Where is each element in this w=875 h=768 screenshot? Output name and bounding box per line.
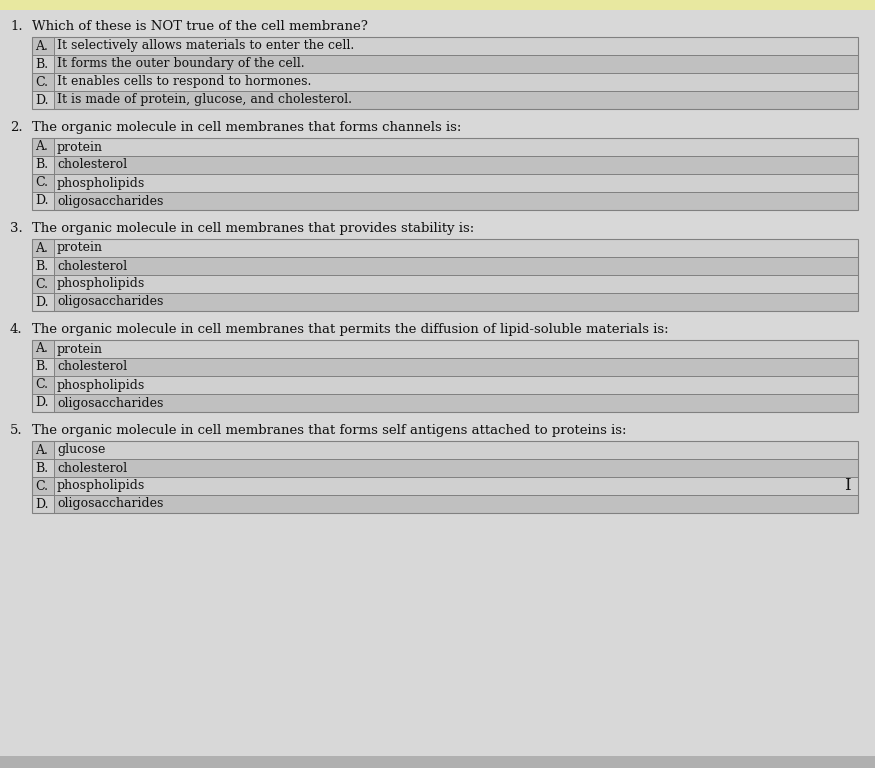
Text: phospholipids: phospholipids xyxy=(57,479,145,492)
Text: A.: A. xyxy=(35,343,48,356)
Bar xyxy=(32,394,858,412)
Bar xyxy=(0,756,875,768)
Text: cholesterol: cholesterol xyxy=(57,462,127,475)
Bar xyxy=(32,441,54,459)
Bar xyxy=(32,257,54,275)
Text: phospholipids: phospholipids xyxy=(57,379,145,392)
Bar xyxy=(32,91,858,109)
Bar xyxy=(32,441,858,513)
Bar xyxy=(32,192,54,210)
Text: 1.: 1. xyxy=(10,20,23,33)
Text: 4.: 4. xyxy=(10,323,23,336)
Bar xyxy=(32,441,858,459)
Bar xyxy=(32,239,54,257)
Text: C.: C. xyxy=(35,479,48,492)
Text: oligosaccharides: oligosaccharides xyxy=(57,296,164,309)
Bar xyxy=(32,239,858,257)
Text: protein: protein xyxy=(57,241,103,254)
Text: D.: D. xyxy=(35,296,48,309)
Bar xyxy=(32,340,858,412)
Text: cholesterol: cholesterol xyxy=(57,360,127,373)
Text: D.: D. xyxy=(35,498,48,511)
Text: It forms the outer boundary of the cell.: It forms the outer boundary of the cell. xyxy=(57,58,304,71)
Bar xyxy=(0,0,875,10)
Text: protein: protein xyxy=(57,141,103,154)
Text: D.: D. xyxy=(35,194,48,207)
Text: D.: D. xyxy=(35,396,48,409)
Bar xyxy=(32,376,858,394)
Text: It is made of protein, glucose, and cholesterol.: It is made of protein, glucose, and chol… xyxy=(57,94,352,107)
Text: C.: C. xyxy=(35,75,48,88)
Bar xyxy=(32,138,54,156)
Bar xyxy=(32,55,54,73)
Text: oligosaccharides: oligosaccharides xyxy=(57,498,164,511)
Bar xyxy=(32,37,858,55)
Bar xyxy=(32,174,858,192)
Bar xyxy=(32,340,858,358)
Bar xyxy=(32,495,54,513)
Text: glucose: glucose xyxy=(57,443,105,456)
Bar xyxy=(32,394,54,412)
Text: B.: B. xyxy=(35,360,48,373)
Bar xyxy=(32,174,54,192)
Text: phospholipids: phospholipids xyxy=(57,277,145,290)
Bar xyxy=(32,459,858,477)
Text: A.: A. xyxy=(35,39,48,52)
Text: 3.: 3. xyxy=(10,222,23,235)
Text: C.: C. xyxy=(35,177,48,190)
Text: 2.: 2. xyxy=(10,121,23,134)
Text: The organic molecule in cell membranes that permits the diffusion of lipid-solub: The organic molecule in cell membranes t… xyxy=(32,323,668,336)
Bar xyxy=(32,293,54,311)
Text: protein: protein xyxy=(57,343,103,356)
Bar xyxy=(32,138,858,156)
Text: D.: D. xyxy=(35,94,48,107)
Bar xyxy=(32,138,858,210)
Text: C.: C. xyxy=(35,379,48,392)
Bar xyxy=(32,477,858,495)
Bar xyxy=(32,459,54,477)
Bar xyxy=(32,477,54,495)
Text: It selectively allows materials to enter the cell.: It selectively allows materials to enter… xyxy=(57,39,354,52)
Bar xyxy=(32,293,858,311)
Text: I: I xyxy=(844,478,850,495)
Bar xyxy=(32,495,858,513)
Bar xyxy=(32,376,54,394)
Text: The organic molecule in cell membranes that provides stability is:: The organic molecule in cell membranes t… xyxy=(32,222,474,235)
Bar xyxy=(32,340,54,358)
Bar xyxy=(32,358,858,376)
Text: phospholipids: phospholipids xyxy=(57,177,145,190)
Bar xyxy=(32,156,858,174)
Text: oligosaccharides: oligosaccharides xyxy=(57,396,164,409)
Text: Which of these is NOT true of the cell membrane?: Which of these is NOT true of the cell m… xyxy=(32,20,368,33)
Text: 5.: 5. xyxy=(10,424,23,437)
Bar xyxy=(32,55,858,73)
Bar xyxy=(32,91,54,109)
Bar xyxy=(32,156,54,174)
Bar xyxy=(32,192,858,210)
Text: cholesterol: cholesterol xyxy=(57,260,127,273)
Bar xyxy=(32,73,858,91)
Bar xyxy=(32,73,54,91)
Text: The organic molecule in cell membranes that forms self antigens attached to prot: The organic molecule in cell membranes t… xyxy=(32,424,626,437)
Text: C.: C. xyxy=(35,277,48,290)
Text: B.: B. xyxy=(35,58,48,71)
Bar xyxy=(32,257,858,275)
Text: B.: B. xyxy=(35,260,48,273)
Bar xyxy=(32,37,54,55)
Text: oligosaccharides: oligosaccharides xyxy=(57,194,164,207)
Text: cholesterol: cholesterol xyxy=(57,158,127,171)
Bar xyxy=(32,275,858,293)
Text: A.: A. xyxy=(35,241,48,254)
Text: A.: A. xyxy=(35,443,48,456)
Text: B.: B. xyxy=(35,462,48,475)
Text: It enables cells to respond to hormones.: It enables cells to respond to hormones. xyxy=(57,75,312,88)
Bar xyxy=(32,358,54,376)
Text: B.: B. xyxy=(35,158,48,171)
Bar xyxy=(32,275,54,293)
Bar xyxy=(32,37,858,109)
Text: A.: A. xyxy=(35,141,48,154)
Bar xyxy=(32,239,858,311)
Text: The organic molecule in cell membranes that forms channels is:: The organic molecule in cell membranes t… xyxy=(32,121,461,134)
